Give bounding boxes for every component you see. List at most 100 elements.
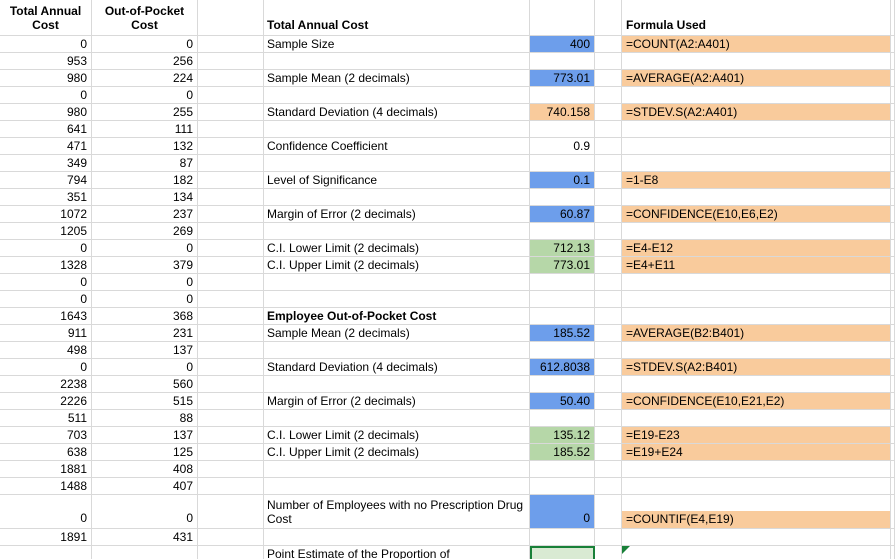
cell-spacer-c[interactable] <box>198 87 264 104</box>
cell-label-d[interactable] <box>264 291 530 308</box>
cell-spacer-c[interactable] <box>198 342 264 359</box>
cell-spacer-c[interactable] <box>198 0 264 36</box>
cell-b[interactable]: 256 <box>92 53 198 70</box>
cell-value-e[interactable] <box>530 274 595 291</box>
cell-spacer-h[interactable] <box>891 104 895 121</box>
cell-spacer-f[interactable] <box>595 478 622 495</box>
cell-spacer-h[interactable] <box>891 70 895 87</box>
cell-formula-g[interactable] <box>622 376 891 393</box>
cell-spacer-h[interactable] <box>891 155 895 172</box>
cell-b[interactable]: 368 <box>92 308 198 325</box>
cell-a[interactable] <box>0 546 92 559</box>
cell-value-e[interactable] <box>530 478 595 495</box>
cell-value-e[interactable] <box>530 308 595 325</box>
cell-label-d[interactable]: Number of Employees with no Prescription… <box>264 495 530 529</box>
cell-spacer-h[interactable] <box>891 257 895 274</box>
cell-spacer-f[interactable] <box>595 70 622 87</box>
cell-spacer-h[interactable] <box>891 53 895 70</box>
cell-label-d[interactable]: Sample Size <box>264 36 530 53</box>
cell-spacer-c[interactable] <box>198 172 264 189</box>
cell-spacer-c[interactable] <box>198 495 264 529</box>
cell-value-e[interactable]: 712.13 <box>530 240 595 257</box>
cell-spacer-h[interactable] <box>891 36 895 53</box>
cell-value-e[interactable]: 0 <box>530 495 595 529</box>
cell-b[interactable]: 407 <box>92 478 198 495</box>
cell-spacer-f[interactable] <box>595 206 622 223</box>
cell-b[interactable]: 137 <box>92 427 198 444</box>
cell-spacer-c[interactable] <box>198 529 264 546</box>
cell-b[interactable]: 560 <box>92 376 198 393</box>
cell-formula-g[interactable] <box>622 478 891 495</box>
cell-spacer-f[interactable] <box>595 291 622 308</box>
cell-value-e[interactable]: 740.158 <box>530 104 595 121</box>
cell-spacer-h[interactable] <box>891 291 895 308</box>
cell-b[interactable] <box>92 546 198 559</box>
cell-value-e[interactable]: 50.40 <box>530 393 595 410</box>
cell-spacer-c[interactable] <box>198 189 264 206</box>
cell-label-d[interactable]: Point Estimate of the Proportion of <box>264 546 530 559</box>
cell-b[interactable]: 255 <box>92 104 198 121</box>
cell-label-d[interactable] <box>264 461 530 478</box>
cell-spacer-f[interactable] <box>595 325 622 342</box>
cell-label-d[interactable] <box>264 478 530 495</box>
cell-b[interactable]: 125 <box>92 444 198 461</box>
cell-spacer-f[interactable] <box>595 410 622 427</box>
cell-a[interactable]: 953 <box>0 53 92 70</box>
cell-label-d[interactable]: Employee Out-of-Pocket Cost <box>264 308 530 325</box>
cell-formula-g[interactable]: =STDEV.S(A2:B401) <box>622 359 891 376</box>
cell-b[interactable]: 137 <box>92 342 198 359</box>
cell-spacer-f[interactable] <box>595 257 622 274</box>
cell-value-e[interactable] <box>530 155 595 172</box>
cell-spacer-h[interactable] <box>891 240 895 257</box>
cell-b[interactable]: 182 <box>92 172 198 189</box>
cell-a[interactable]: 1072 <box>0 206 92 223</box>
cell-spacer-f[interactable] <box>595 172 622 189</box>
cell-a[interactable]: 1891 <box>0 529 92 546</box>
cell-spacer-h[interactable] <box>891 172 895 189</box>
cell-b[interactable]: 0 <box>92 240 198 257</box>
cell-b[interactable]: 0 <box>92 274 198 291</box>
cell-label-d[interactable]: Margin of Error (2 decimals) <box>264 393 530 410</box>
cell-spacer-h[interactable] <box>891 410 895 427</box>
cell-spacer-f[interactable] <box>595 240 622 257</box>
cell-label-d[interactable] <box>264 155 530 172</box>
cell-formula-g[interactable]: =E4-E12 <box>622 240 891 257</box>
cell-formula-g[interactable] <box>622 223 891 240</box>
cell-b[interactable]: 0 <box>92 495 198 529</box>
cell-value-e[interactable] <box>530 291 595 308</box>
cell-b[interactable]: 0 <box>92 359 198 376</box>
cell-formula-g[interactable] <box>622 274 891 291</box>
cell-spacer-c[interactable] <box>198 70 264 87</box>
cell-value-e[interactable] <box>530 461 595 478</box>
cell-value-e[interactable] <box>530 376 595 393</box>
cell-spacer-c[interactable] <box>198 427 264 444</box>
cell-b[interactable]: 515 <box>92 393 198 410</box>
cell-formula-g[interactable] <box>622 410 891 427</box>
cell-formula-g[interactable] <box>622 308 891 325</box>
cell-value-e[interactable]: 0.1 <box>530 172 595 189</box>
cell-label-d[interactable]: C.I. Lower Limit (2 decimals) <box>264 240 530 257</box>
cell-spacer-f[interactable] <box>595 546 622 559</box>
cell-formula-g[interactable] <box>622 461 891 478</box>
cell-spacer-f[interactable] <box>595 87 622 104</box>
cell-spacer-h[interactable] <box>891 495 895 529</box>
cell-spacer-c[interactable] <box>198 36 264 53</box>
cell-value-e[interactable] <box>530 121 595 138</box>
cell-label-d[interactable] <box>264 189 530 206</box>
cell-spacer-c[interactable] <box>198 444 264 461</box>
cell-b[interactable]: 231 <box>92 325 198 342</box>
cell-b[interactable]: 0 <box>92 36 198 53</box>
cell-spacer-h[interactable] <box>891 121 895 138</box>
column-header-formula-used[interactable]: Formula Used <box>622 0 891 36</box>
cell-a[interactable]: 498 <box>0 342 92 359</box>
cell-value-e[interactable] <box>530 53 595 70</box>
cell-b[interactable]: 134 <box>92 189 198 206</box>
cell-a[interactable]: 471 <box>0 138 92 155</box>
cell-spacer-f[interactable] <box>595 223 622 240</box>
cell-spacer-c[interactable] <box>198 155 264 172</box>
cell-label-d[interactable] <box>264 342 530 359</box>
cell-spacer-c[interactable] <box>198 308 264 325</box>
cell-a[interactable]: 2226 <box>0 393 92 410</box>
cell-spacer-f[interactable] <box>595 0 622 36</box>
cell-label-d[interactable] <box>264 121 530 138</box>
